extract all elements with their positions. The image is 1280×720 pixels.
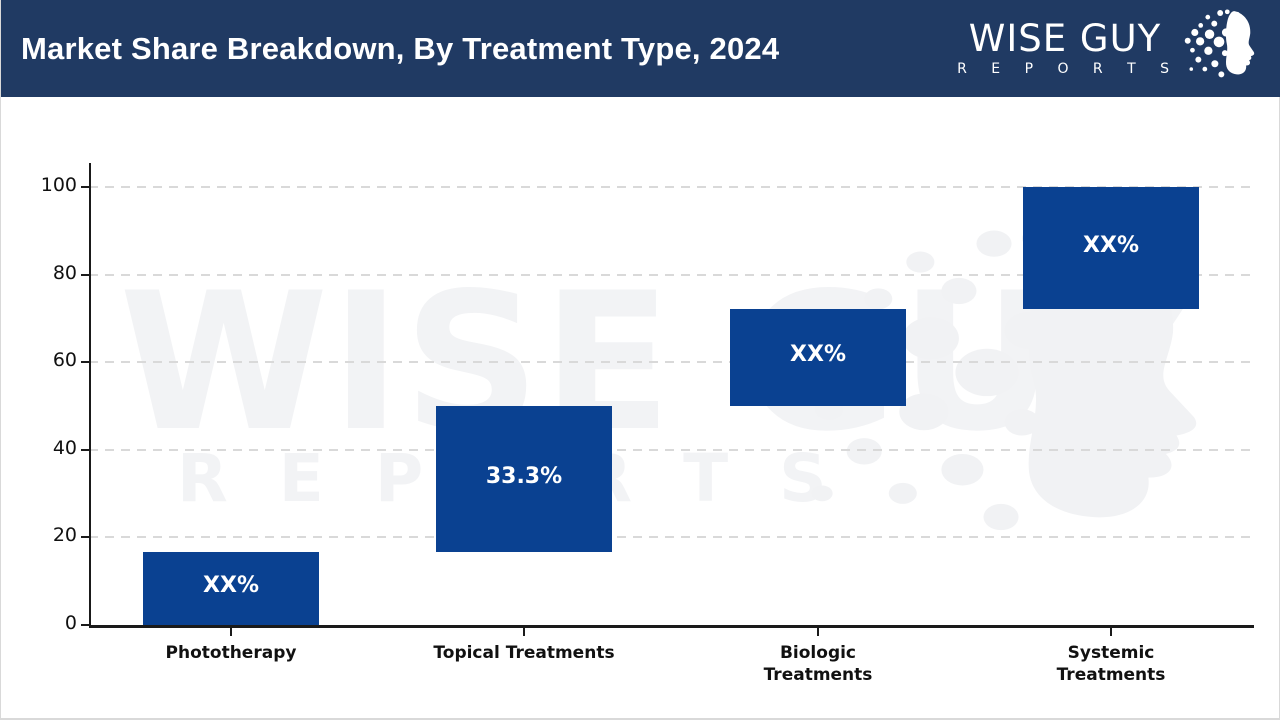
bar-segment-2	[730, 308, 906, 406]
header: Market Share Breakdown, By Treatment Typ…	[1, 0, 1280, 97]
gridline-100	[89, 186, 1254, 188]
y-tick-label: 80	[52, 261, 77, 284]
brand-logo: WISE GUY R E P O R T S	[951, 7, 1255, 91]
brand-tagline: R E P O R T S	[957, 61, 1179, 77]
x-category-label: Phototherapy	[165, 643, 297, 663]
y-tick-mark	[81, 536, 89, 539]
y-tick-mark	[81, 624, 89, 626]
bar-segment-3	[1023, 187, 1199, 309]
gridline-60	[89, 361, 1254, 364]
bar-value-label: XX%	[790, 342, 846, 368]
y-tick-mark	[81, 448, 89, 451]
y-tick-mark	[81, 186, 89, 188]
bar-segment-0	[143, 551, 319, 625]
x-tick-mark	[523, 628, 525, 636]
y-axis-line	[89, 163, 91, 628]
bar-value-label: XX%	[1083, 232, 1139, 258]
bar-value-label: XX%	[203, 573, 259, 599]
gridline-20	[89, 536, 1254, 539]
x-category-label: Biologic Treatments	[763, 643, 873, 686]
y-tick-label: 40	[52, 436, 77, 459]
x-tick-mark	[230, 628, 232, 636]
x-axis-line	[89, 625, 1254, 628]
brand-name: WISE GUY	[968, 17, 1162, 60]
gridline-80	[89, 273, 1254, 276]
brand-logo-text: WISE GUY R E P O R T S	[951, 20, 1179, 77]
x-category-label: Systemic Treatments	[1056, 643, 1166, 686]
page-title: Market Share Breakdown, By Treatment Typ…	[21, 30, 780, 66]
y-tick-mark	[81, 273, 89, 276]
bar-segment-1	[436, 406, 612, 552]
y-tick-label: 100	[40, 174, 77, 196]
x-tick-mark	[1110, 628, 1112, 636]
y-tick-label: 0	[64, 612, 77, 634]
brand-face-icon	[1183, 7, 1255, 91]
y-tick-label: 20	[52, 524, 77, 547]
bar-value-label: 33.3%	[485, 463, 563, 489]
gridline-40	[89, 448, 1254, 451]
x-category-label: Topical Treatments	[433, 643, 615, 663]
x-tick-mark	[817, 628, 819, 636]
y-tick-label: 60	[52, 349, 77, 372]
y-tick-mark	[81, 361, 89, 364]
